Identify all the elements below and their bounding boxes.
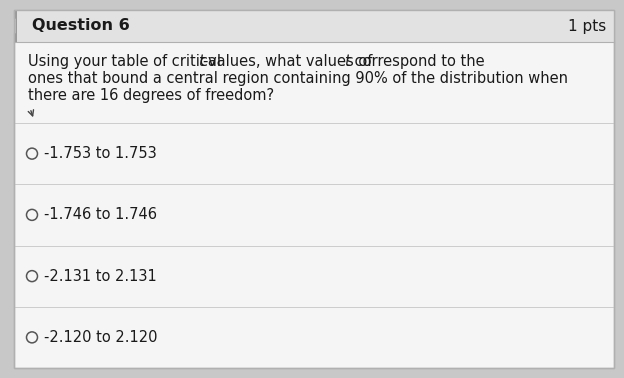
Text: 1 pts: 1 pts	[568, 19, 606, 34]
Text: Question 6: Question 6	[32, 19, 130, 34]
Bar	[14, 10, 17, 42]
Bar	[14, 10, 614, 42]
Text: -2.131 to 2.131: -2.131 to 2.131	[44, 269, 157, 284]
Text: there are 16 degrees of freedom?: there are 16 degrees of freedom?	[28, 88, 274, 103]
Text: Using your table of critical: Using your table of critical	[28, 54, 226, 69]
Text: -2.120 to 2.120: -2.120 to 2.120	[44, 330, 157, 345]
Text: ones that bound a central region containing 90% of the distribution when: ones that bound a central region contain…	[28, 71, 568, 86]
Text: correspond to the: correspond to the	[349, 54, 484, 69]
Text: -values, what values of: -values, what values of	[203, 54, 378, 69]
Text: t: t	[344, 54, 349, 69]
Text: -1.753 to 1.753: -1.753 to 1.753	[44, 146, 157, 161]
Text: t: t	[198, 54, 203, 69]
Polygon shape	[8, 19, 15, 33]
Text: -1.746 to 1.746: -1.746 to 1.746	[44, 208, 157, 222]
